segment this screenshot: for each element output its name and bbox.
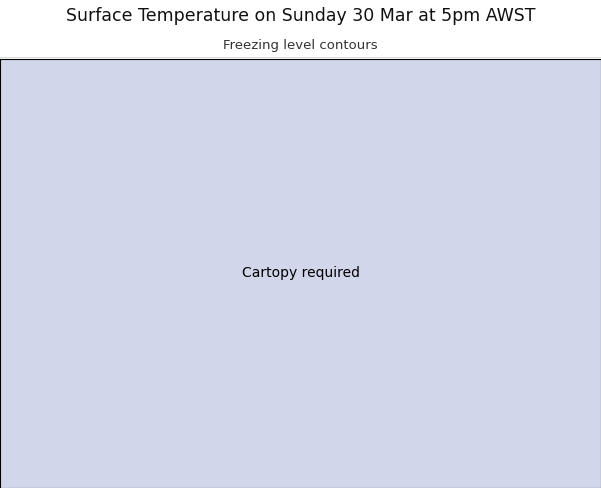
Text: Cartopy required: Cartopy required bbox=[242, 266, 359, 280]
Text: Freezing level contours: Freezing level contours bbox=[223, 39, 378, 52]
Text: Surface Temperature on Sunday 30 Mar at 5pm AWST: Surface Temperature on Sunday 30 Mar at … bbox=[66, 7, 535, 25]
